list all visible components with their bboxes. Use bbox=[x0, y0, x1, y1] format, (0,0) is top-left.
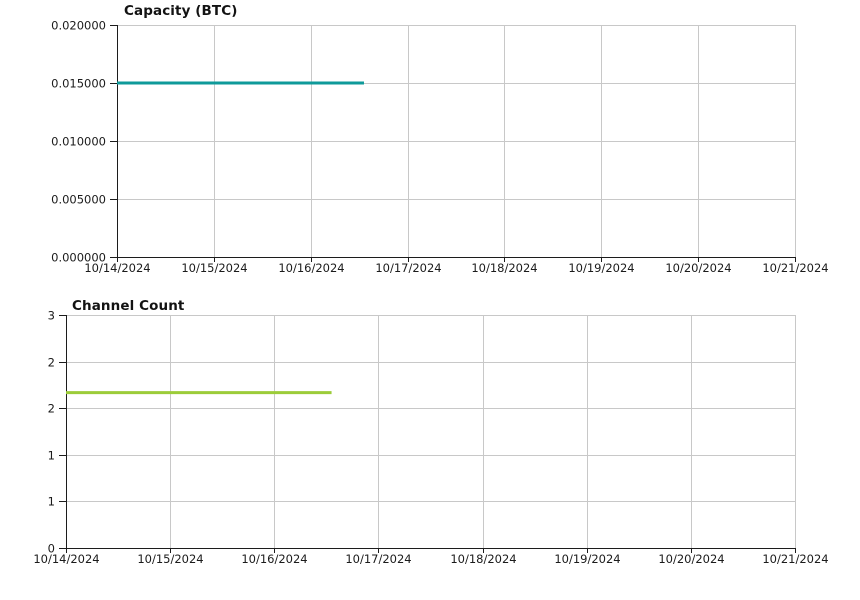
x-axis-tick-label: 10/19/2024 bbox=[554, 552, 620, 566]
channel-count-chart-panel: Channel Count 0 1 1 2 2 3 10/14/2024 10/15/2024… bbox=[0, 290, 860, 600]
capacity-chart-title: Capacity (BTC) bbox=[124, 3, 238, 19]
x-axis-tick-label: 10/18/2024 bbox=[450, 552, 516, 566]
y-axis-tick-label: 0 bbox=[48, 542, 55, 556]
channel-count-chart-title: Channel Count bbox=[72, 298, 185, 314]
x-axis-tick-label: 10/16/2024 bbox=[241, 552, 307, 566]
x-axis-tick-label: 10/16/2024 bbox=[278, 261, 344, 275]
y-axis-tick-label: 3 bbox=[48, 309, 55, 323]
y-axis-tick-label: 0.020000 bbox=[51, 19, 106, 33]
y-axis-tick-label: 1 bbox=[48, 495, 55, 509]
x-axis-tick-label: 10/15/2024 bbox=[137, 552, 203, 566]
x-axis-tick-label: 10/17/2024 bbox=[345, 552, 411, 566]
x-axis-tick-label: 10/15/2024 bbox=[181, 261, 247, 275]
x-axis-tick-label: 10/14/2024 bbox=[84, 261, 150, 275]
x-axis-tick-label: 10/17/2024 bbox=[375, 261, 441, 275]
x-axis-tick-label: 10/20/2024 bbox=[665, 261, 731, 275]
x-axis-tick-label: 10/21/2024 bbox=[762, 552, 828, 566]
y-axis-tick-label: 0.000000 bbox=[51, 251, 106, 265]
x-axis-tick-label: 10/20/2024 bbox=[658, 552, 724, 566]
x-axis-tick-label: 10/21/2024 bbox=[762, 261, 828, 275]
x-axis-tick-label: 10/18/2024 bbox=[471, 261, 537, 275]
y-axis-tick-label: 2 bbox=[48, 402, 55, 416]
y-axis-tick-label: 0.005000 bbox=[51, 193, 106, 207]
y-axis-tick-label: 0.015000 bbox=[51, 77, 106, 91]
capacity-plot-area: 0.000000 0.005000 0.010000 0.015000 0.020000… bbox=[51, 19, 829, 276]
x-axis-tick-label: 10/14/2024 bbox=[33, 552, 99, 566]
capacity-chart-panel: Capacity (BTC) 0.000000 0.005000 0.010000 0… bbox=[0, 0, 860, 290]
y-axis-tick-label: 0.010000 bbox=[51, 135, 106, 149]
channel-count-plot-area: 0 1 1 2 2 3 10/14/2024 10/15/2024 10/16/2024 10/1… bbox=[33, 309, 828, 567]
x-axis-tick-label: 10/19/2024 bbox=[568, 261, 634, 275]
y-axis-tick-label: 1 bbox=[48, 449, 55, 463]
y-axis-tick-label: 2 bbox=[48, 356, 55, 370]
